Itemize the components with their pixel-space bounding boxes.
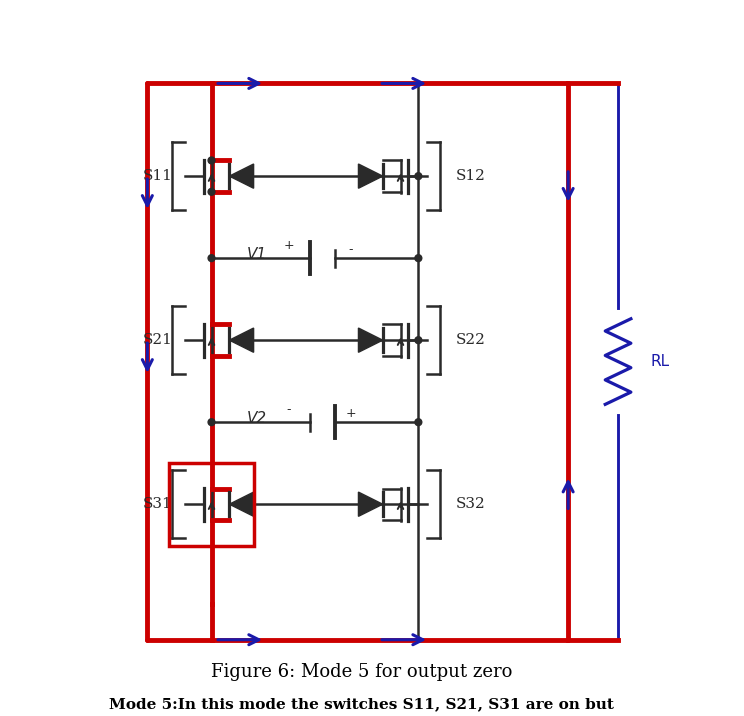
Text: S11: S11 [143,169,173,183]
Text: V1: V1 [246,247,266,262]
Text: S31: S31 [143,497,173,511]
Circle shape [208,255,215,261]
Circle shape [415,337,422,344]
Text: +: + [345,407,356,420]
Circle shape [208,419,215,425]
Text: +: + [283,239,294,252]
Text: Figure 6: Mode 5 for output zero: Figure 6: Mode 5 for output zero [211,663,512,681]
Text: V2: V2 [246,411,266,426]
Text: -: - [348,243,353,256]
Polygon shape [229,164,254,188]
Circle shape [415,173,422,180]
Text: -: - [286,403,291,416]
Text: Mode 5:In this mode the switches S11, S21, S31 are on but: Mode 5:In this mode the switches S11, S2… [109,697,614,711]
Bar [169,463,254,546]
Text: RL: RL [650,354,670,369]
Text: S12: S12 [456,169,486,183]
Circle shape [415,255,422,261]
Circle shape [415,419,422,425]
Polygon shape [359,164,382,188]
Polygon shape [229,328,254,352]
Polygon shape [359,328,382,352]
Text: S22: S22 [456,333,486,347]
Polygon shape [359,492,382,516]
Circle shape [208,157,215,164]
Circle shape [208,188,215,195]
Text: S21: S21 [143,333,173,347]
Text: S32: S32 [456,497,486,511]
Polygon shape [229,492,254,516]
